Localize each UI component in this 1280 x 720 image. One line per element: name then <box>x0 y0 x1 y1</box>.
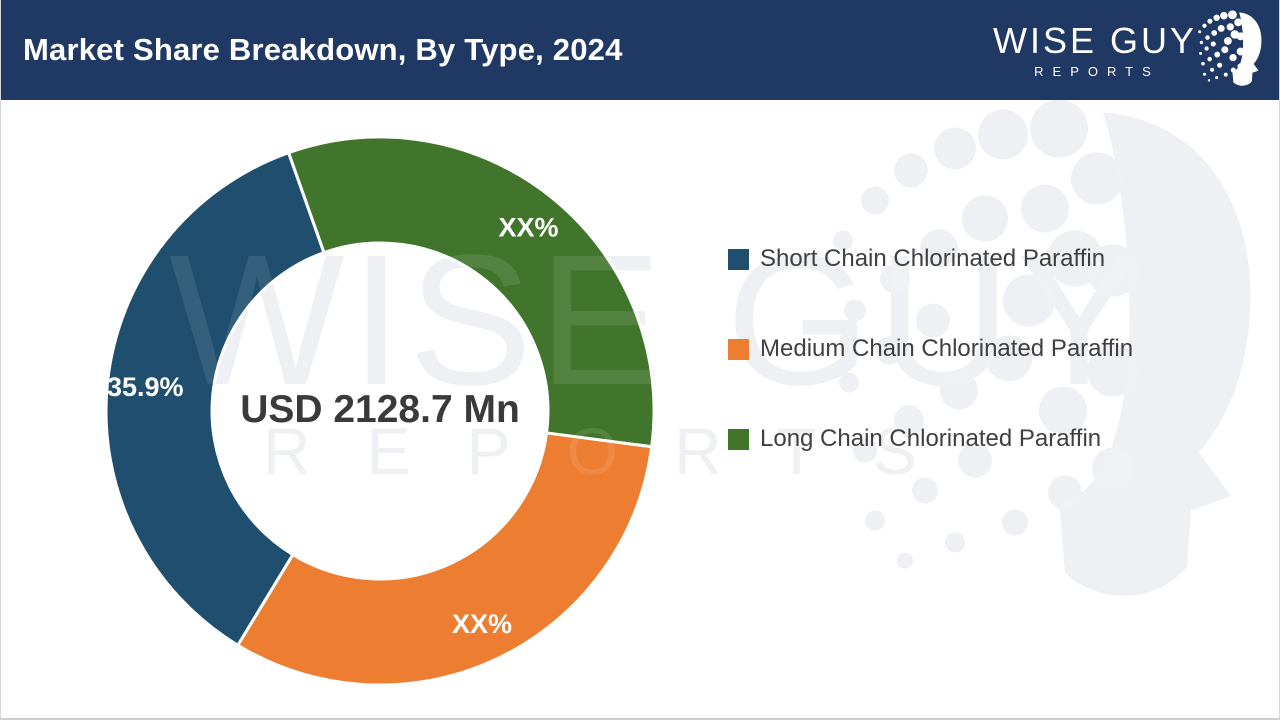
chart-area: WISE GUY REPORTS XX%XX%35.9% USD 2128.7 … <box>1 99 1279 718</box>
legend-swatch-2 <box>728 338 749 360</box>
legend-item-3: Long Chain Chlorinated Paraffin <box>728 425 1133 452</box>
wise-guy-reports-logo: WISE GUY REPORTS <box>993 9 1267 91</box>
chart-legend: Short Chain Chlorinated Paraffin Medium C… <box>728 245 1134 517</box>
logo-text: WISE GUY REPORTS <box>992 19 1197 79</box>
donut-slice-2 <box>236 431 654 687</box>
page-title: Market Share Breakdown, By Type, 2024 <box>23 32 623 67</box>
slice-label-2: XX% <box>452 609 512 639</box>
logo-subtitle: REPORTS <box>1034 63 1160 79</box>
donut-slice-1 <box>287 135 656 449</box>
logo-wordmark: WISE GUY <box>992 19 1197 61</box>
donut-chart: XX% XX% 35.9% <box>104 135 656 687</box>
logo-face-icon <box>1193 9 1267 91</box>
legend-label-2: Medium Chain Chlorinated Paraffin <box>760 335 1134 362</box>
donut-center-value: USD 2128.7 Mn <box>240 388 520 431</box>
header-bar: Market Share Breakdown, By Type, 2024 WI… <box>1 0 1279 100</box>
donut-slice-3 <box>104 151 326 647</box>
legend-item-1: Short Chain Chlorinated Paraffin <box>728 245 1133 272</box>
slice-label-3: 35.9% <box>107 372 184 402</box>
legend-swatch-3 <box>728 428 749 450</box>
legend-item-2: Medium Chain Chlorinated Paraffin <box>728 335 1134 362</box>
slice-label-1: XX% <box>499 213 559 243</box>
legend-swatch-1 <box>728 248 749 270</box>
legend-label-3: Long Chain Chlorinated Paraffin <box>760 425 1102 452</box>
legend-label-1: Short Chain Chlorinated Paraffin <box>760 245 1106 272</box>
